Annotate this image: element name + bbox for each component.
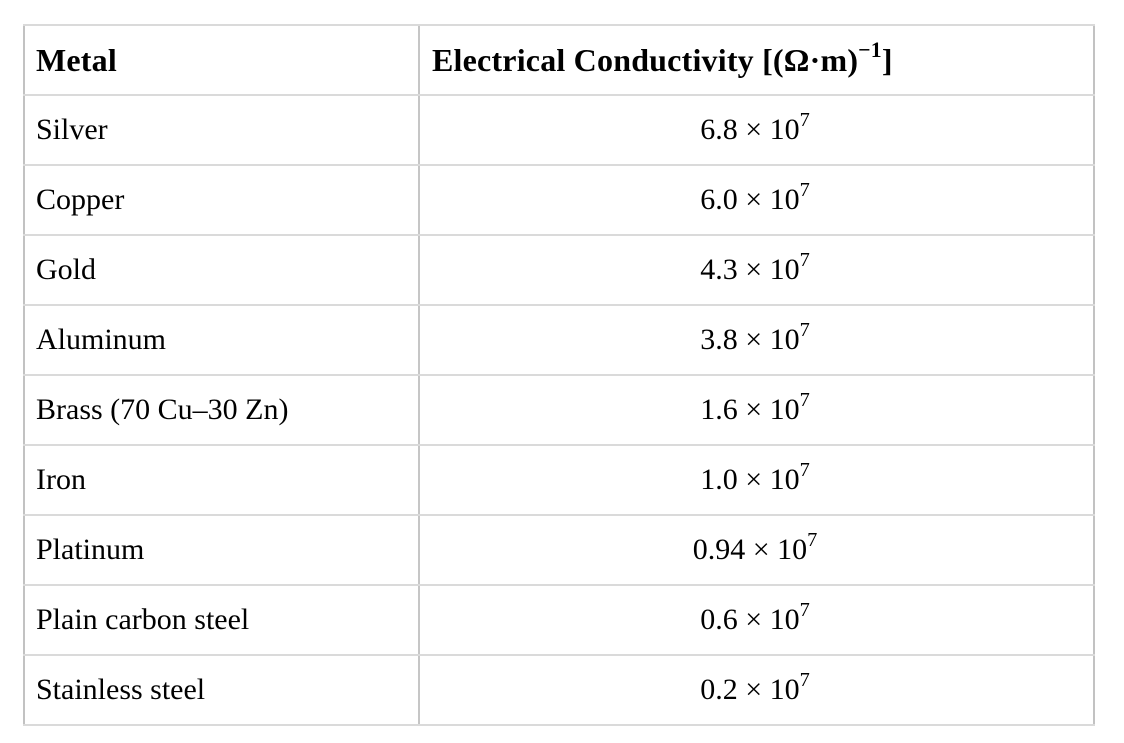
- value-exponent: 7: [799, 248, 810, 271]
- table-body: Silver 6.8 × 107 Copper 6.0 × 107 Gold 4…: [24, 94, 1094, 726]
- metal-cell: Iron: [24, 444, 419, 516]
- table-row: Aluminum 3.8 × 107: [24, 304, 1094, 376]
- value-cell: 0.6 × 107: [418, 584, 1094, 656]
- metal-cell: Plain carbon steel: [24, 584, 419, 656]
- value-text: 1.6 × 10: [700, 393, 800, 426]
- value-cell: 0.2 × 107: [418, 654, 1094, 726]
- header-conductivity: Electrical Conductivity [(Ω·m)−1]: [418, 24, 1094, 96]
- value-exponent: 7: [799, 668, 810, 691]
- table-row: Copper 6.0 × 107: [24, 164, 1094, 236]
- header-conductivity-suffix: ]: [881, 41, 893, 78]
- value-exponent: 7: [799, 598, 810, 621]
- table-row: Stainless steel 0.2 × 107: [24, 654, 1094, 726]
- value-text: 0.2 × 10: [700, 673, 800, 706]
- metal-cell: Gold: [24, 234, 419, 306]
- value-exponent: 7: [799, 178, 810, 201]
- value-exponent: 7: [799, 318, 810, 341]
- table-row: Gold 4.3 × 107: [24, 234, 1094, 306]
- header-row: Metal Electrical Conductivity [(Ω·m)−1]: [24, 24, 1094, 96]
- value-cell: 1.6 × 107: [418, 374, 1094, 446]
- value-text: 6.8 × 10: [700, 113, 800, 146]
- value-cell: 4.3 × 107: [418, 234, 1094, 306]
- header-metal: Metal: [24, 24, 419, 96]
- value-text: 4.3 × 10: [700, 253, 800, 286]
- table-row: Platinum 0.94 × 107: [24, 514, 1094, 586]
- value-text: 6.0 × 10: [700, 183, 800, 216]
- value-cell: 1.0 × 107: [418, 444, 1094, 516]
- value-cell: 0.94 × 107: [418, 514, 1094, 586]
- value-exponent: 7: [799, 108, 810, 131]
- value-text: 0.6 × 10: [700, 603, 800, 636]
- value-exponent: 7: [799, 458, 810, 481]
- conductivity-table: Metal Electrical Conductivity [(Ω·m)−1] …: [23, 24, 1095, 726]
- metal-cell: Copper: [24, 164, 419, 236]
- metal-cell: Silver: [24, 94, 419, 166]
- table-row: Plain carbon steel 0.6 × 107: [24, 584, 1094, 656]
- table-row: Silver 6.8 × 107: [24, 94, 1094, 166]
- header-conductivity-text: Electrical Conductivity [(Ω·m): [432, 41, 859, 78]
- metal-cell: Platinum: [24, 514, 419, 586]
- value-text: 0.94 × 10: [692, 533, 808, 566]
- value-cell: 6.0 × 107: [418, 164, 1094, 236]
- table-row: Brass (70 Cu–30 Zn) 1.6 × 107: [24, 374, 1094, 446]
- value-text: 1.0 × 10: [700, 463, 800, 496]
- metal-cell: Brass (70 Cu–30 Zn): [24, 374, 419, 446]
- value-exponent: 7: [807, 528, 818, 551]
- value-text: 3.8 × 10: [700, 323, 800, 356]
- table-header: Metal Electrical Conductivity [(Ω·m)−1]: [24, 24, 1094, 96]
- value-exponent: 7: [799, 388, 810, 411]
- metal-cell: Stainless steel: [24, 654, 419, 726]
- header-conductivity-exponent: −1: [858, 37, 882, 62]
- value-cell: 3.8 × 107: [418, 304, 1094, 376]
- table-row: Iron 1.0 × 107: [24, 444, 1094, 516]
- metal-cell: Aluminum: [24, 304, 419, 376]
- value-cell: 6.8 × 107: [418, 94, 1094, 166]
